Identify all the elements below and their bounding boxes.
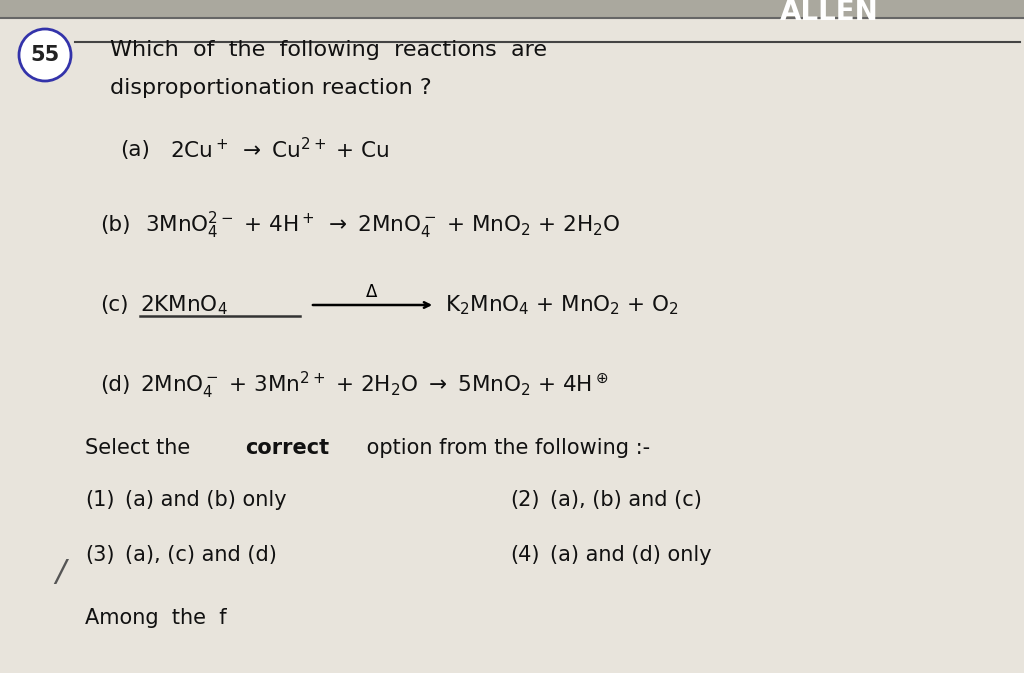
Text: (4): (4) [510, 545, 540, 565]
Text: (a): (a) [120, 140, 150, 160]
Bar [0, 0, 1024, 18]
Text: 2KMnO$_4$: 2KMnO$_4$ [140, 293, 227, 317]
Text: correct: correct [245, 438, 329, 458]
Text: 3MnO$_4^{2-}$ + 4H$^+$ $\rightarrow$ 2MnO$_4^-$ + MnO$_2$ + 2H$_2$O: 3MnO$_4^{2-}$ + 4H$^+$ $\rightarrow$ 2Mn… [145, 209, 621, 241]
Text: (2): (2) [510, 490, 540, 510]
Text: (a) and (d) only: (a) and (d) only [550, 545, 712, 565]
Text: (d): (d) [100, 375, 130, 395]
Text: (a), (b) and (c): (a), (b) and (c) [550, 490, 701, 510]
Text: Select the: Select the [85, 438, 197, 458]
Text: (c): (c) [100, 295, 128, 315]
Text: (1): (1) [85, 490, 115, 510]
Text: ALLEN: ALLEN [780, 0, 879, 26]
Text: /: / [55, 557, 66, 586]
Text: Which  of  the  following  reactions  are: Which of the following reactions are [110, 40, 547, 60]
Text: (a) and (b) only: (a) and (b) only [125, 490, 287, 510]
Text: $\Delta$: $\Delta$ [366, 283, 379, 301]
Text: Among  the  f: Among the f [85, 608, 226, 628]
Text: (b): (b) [100, 215, 130, 235]
Text: (a), (c) and (d): (a), (c) and (d) [125, 545, 276, 565]
Text: 2MnO$_4^-$ + 3Mn$^{2+}$ + 2H$_2$O $\rightarrow$ 5MnO$_2$ + 4H$^\oplus$: 2MnO$_4^-$ + 3Mn$^{2+}$ + 2H$_2$O $\righ… [140, 369, 608, 400]
Text: option from the following :-: option from the following :- [360, 438, 650, 458]
Circle shape [19, 29, 71, 81]
Text: 55: 55 [31, 45, 59, 65]
Text: K$_2$MnO$_4$ + MnO$_2$ + O$_2$: K$_2$MnO$_4$ + MnO$_2$ + O$_2$ [445, 293, 679, 317]
Text: 2Cu$^+$ $\rightarrow$ Cu$^{2+}$ + Cu: 2Cu$^+$ $\rightarrow$ Cu$^{2+}$ + Cu [170, 137, 389, 163]
Text: (3): (3) [85, 545, 115, 565]
Text: disproportionation reaction ?: disproportionation reaction ? [110, 78, 432, 98]
